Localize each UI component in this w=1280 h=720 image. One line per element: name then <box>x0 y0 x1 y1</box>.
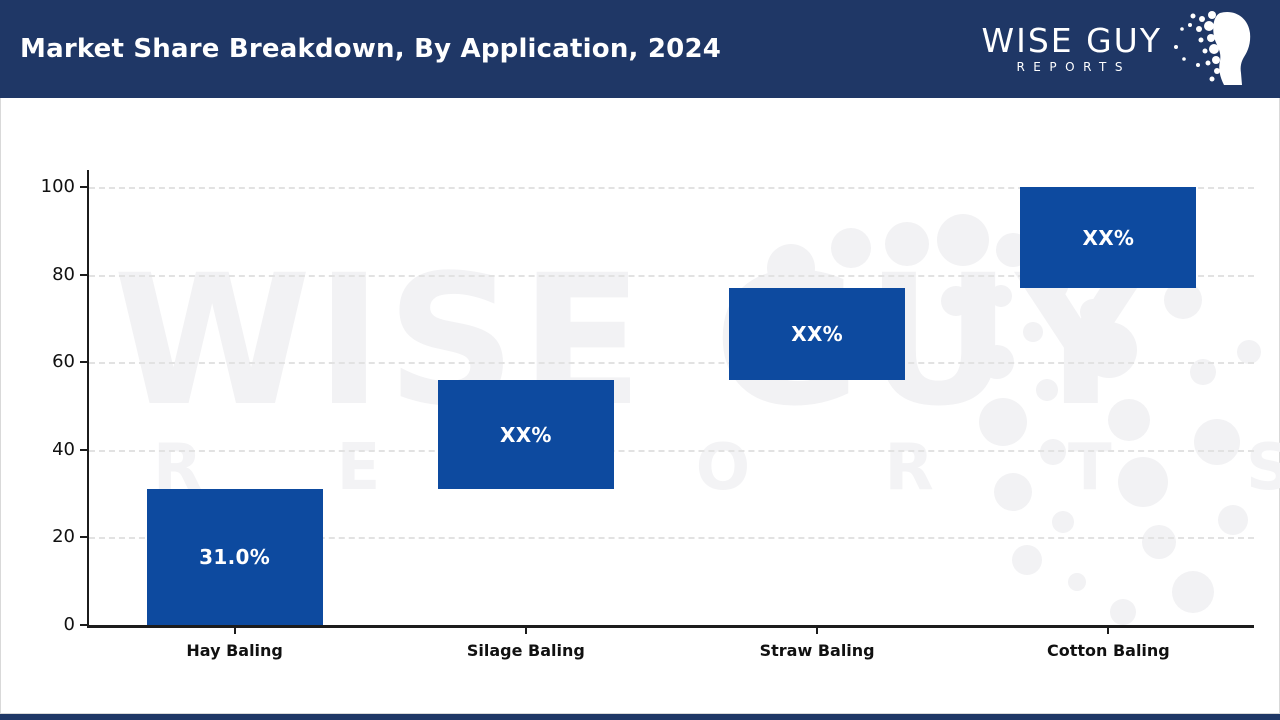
x-tick-label: Cotton Baling <box>1046 641 1170 660</box>
x-tick-mark <box>233 627 236 634</box>
y-axis-line <box>86 170 89 628</box>
bar-silage-baling: XX% <box>437 379 614 490</box>
logo: WISE GUY REPORTS <box>981 7 1280 91</box>
logo-head-icon <box>1174 11 1251 85</box>
y-tick-mark <box>79 273 87 276</box>
logo-primary-text: WISE GUY <box>981 21 1162 60</box>
bar-straw-baling: XX% <box>729 287 906 380</box>
y-tick-mark <box>79 186 87 189</box>
y-tick-mark <box>79 536 87 539</box>
y-tick-mark <box>79 448 87 451</box>
y-tick-label: 40 <box>52 438 75 460</box>
y-tick-label: 20 <box>52 526 75 548</box>
gridline <box>89 362 1254 365</box>
gridline <box>89 274 1254 277</box>
watermark-text: WISE GUY <box>113 237 1151 446</box>
plot-area: 0 20 40 60 80 100 31.0% Hay Baling XX% Silage Bal… <box>41 170 1254 670</box>
x-tick-label: Silage Baling <box>466 641 585 660</box>
x-tick-label: Hay Baling <box>186 641 283 660</box>
bar-value-label: XX% <box>1082 225 1135 250</box>
bottom-border <box>0 713 1280 714</box>
bar-cotton-baling: XX% <box>1020 187 1197 288</box>
gridline <box>89 537 1254 540</box>
x-tick-mark <box>816 627 819 634</box>
gridline <box>89 449 1254 452</box>
page-title: Market Share Breakdown, By Application, … <box>20 34 722 64</box>
y-tick-label: 80 <box>52 263 75 285</box>
bar-value-label: 31.0% <box>199 545 271 570</box>
y-tick-label: 0 <box>63 614 75 635</box>
y-tick-mark <box>79 361 87 364</box>
watermark-reports-text: R E P O R T S <box>153 431 1280 505</box>
y-tick-label: 60 <box>52 351 75 373</box>
bar-hay-baling: 31.0% <box>146 489 323 625</box>
x-tick-label: Straw Baling <box>759 641 875 660</box>
bar-value-label: XX% <box>791 321 844 346</box>
y-tick-label: 100 <box>40 176 75 198</box>
x-tick-mark <box>524 627 527 634</box>
header: Market Share Breakdown, By Application, … <box>0 0 1280 98</box>
logo-text: WISE GUY REPORTS <box>981 24 1162 74</box>
y-tick-mark <box>79 624 87 626</box>
logo-secondary-text: REPORTS <box>1016 60 1131 74</box>
x-axis-line <box>86 625 1254 628</box>
footer-bar <box>0 714 1280 720</box>
bar-value-label: XX% <box>499 422 552 447</box>
gridline <box>89 187 1254 190</box>
x-tick-mark <box>1107 627 1110 634</box>
